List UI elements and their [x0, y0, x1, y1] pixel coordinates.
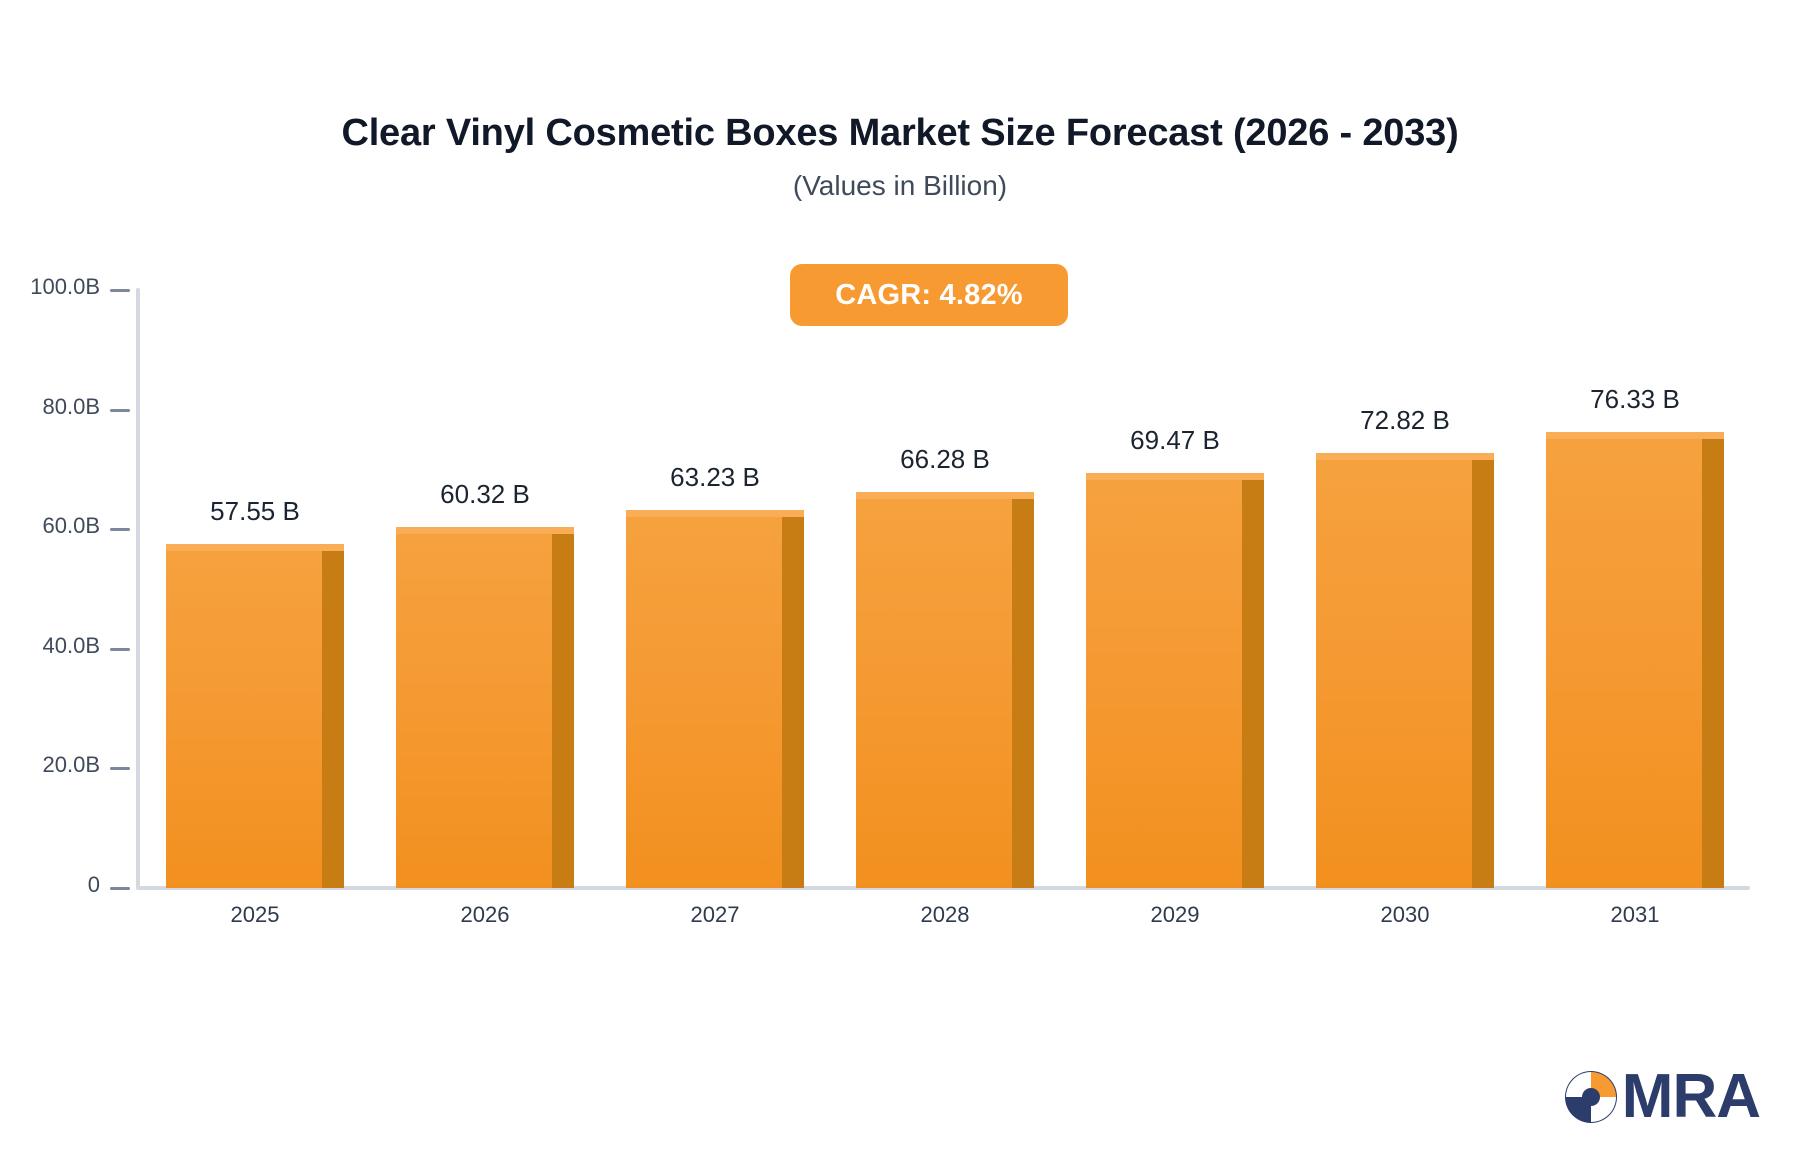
bar-front-face	[626, 509, 782, 888]
bar-front-face	[1316, 452, 1472, 888]
bar-top-face	[1086, 472, 1264, 480]
x-axis-label: 2028	[920, 902, 970, 927]
x-axis-label: 2029	[1150, 902, 1200, 927]
y-axis-tick-mark	[110, 887, 130, 890]
bar	[1086, 472, 1264, 888]
bar-top-face	[396, 527, 574, 535]
bar-value-label: 76.33 B	[1590, 383, 1680, 414]
bar	[856, 491, 1034, 888]
logo-text: MRA	[1621, 1062, 1761, 1131]
y-axis-tick-mark	[110, 767, 130, 771]
x-axis-label: 2025	[230, 902, 280, 927]
y-axis-tick-mark	[110, 289, 130, 292]
bar-value-label: 72.82 B	[1360, 404, 1450, 435]
bar-front-face	[166, 543, 322, 888]
page-title: Clear Vinyl Cosmetic Boxes Market Size F…	[341, 112, 1459, 154]
chart-subtitle: (Values in Billion)	[792, 170, 1008, 201]
bar-front-face	[1546, 431, 1702, 888]
x-axis-label: 2030	[1380, 902, 1430, 927]
bar-value-label: 66.28 B	[900, 443, 990, 474]
bar-side-face	[552, 534, 574, 888]
y-axis-line	[136, 288, 140, 890]
bar-value-label: 69.47 B	[1130, 424, 1220, 455]
bar-side-face	[1472, 459, 1494, 888]
bar	[166, 543, 344, 888]
bar-side-face	[1242, 479, 1264, 888]
y-axis-tick-mark	[110, 647, 130, 651]
y-axis-tick-label: 100.0B	[30, 274, 100, 299]
x-axis-label: 2026	[460, 902, 510, 927]
bar-side-face	[1702, 438, 1724, 888]
bar-top-face	[1546, 431, 1724, 439]
y-axis-tick-mark	[110, 408, 130, 412]
bar-value-label: 63.23 B	[670, 461, 760, 492]
bar	[1546, 431, 1724, 888]
brand-logo: MRA	[1564, 1062, 1761, 1131]
bar-front-face	[1086, 472, 1242, 888]
y-axis-tick-label: 20.0B	[42, 752, 101, 778]
bar-value-label: 60.32 B	[440, 479, 530, 510]
y-axis-tick-label: 40.0B	[42, 632, 101, 658]
cagr-badge: CAGR: 4.82%	[790, 264, 1068, 326]
bar-front-face	[396, 527, 552, 888]
bar-top-face	[166, 543, 344, 551]
bar-side-face	[1012, 498, 1034, 888]
y-axis-tick-label: 0	[87, 872, 100, 897]
x-axis-label: 2027	[690, 902, 740, 927]
bar-top-face	[1316, 452, 1494, 460]
y-axis-tick-mark	[110, 528, 130, 532]
bar-value-label: 57.55 B	[210, 495, 300, 526]
pie-chart-icon	[1564, 1070, 1618, 1124]
y-axis-tick-label: 80.0B	[42, 393, 101, 419]
bar-front-face	[856, 491, 1012, 888]
x-axis-label: 2031	[1610, 902, 1660, 927]
bar	[1316, 452, 1494, 888]
bar-top-face	[856, 491, 1034, 499]
x-axis-line	[136, 886, 1750, 890]
bar-side-face	[322, 550, 344, 888]
bar	[626, 509, 804, 888]
y-axis-tick-label: 60.0B	[42, 513, 101, 539]
bar-side-face	[782, 516, 804, 888]
bar	[396, 527, 574, 888]
bar-top-face	[626, 509, 804, 517]
